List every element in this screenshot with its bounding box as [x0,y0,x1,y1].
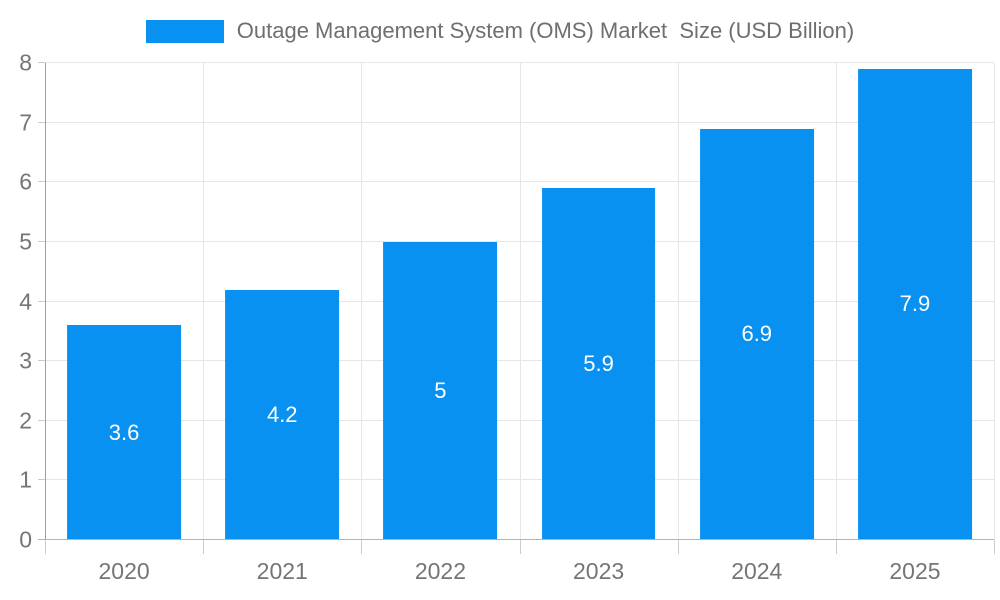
y-axis-label: 0 [19,526,32,553]
x-axis-label: 2024 [731,558,783,584]
y-tick [38,121,45,123]
y-axis-label: 8 [19,49,32,76]
y-tick [38,240,45,242]
x-axis-label: 2022 [414,558,467,584]
y-tick [38,62,45,63]
y-axis-label: 7 [19,109,32,136]
y-axis-line [45,63,46,540]
y-tick [38,300,45,302]
x-tick [361,540,363,554]
y-tick [38,360,45,362]
x-axis-labels: 2020 2021 2022 2023 2024 2025 [45,558,994,585]
legend-swatch [145,19,224,43]
y-tick [38,419,45,421]
y-axis-label: 3 [19,347,32,374]
y-axis-label: 6 [19,168,32,195]
gridline-v [677,63,679,540]
bar-value-label: 7.9 [899,291,931,317]
gridline-v [361,63,363,540]
bar-value-label: 3.6 [108,419,140,445]
bar[interactable]: 5 [383,241,498,540]
x-axis-label: 2020 [98,558,150,584]
y-tick [38,181,45,183]
y-tick [38,479,45,481]
bar[interactable]: 5.9 [541,188,656,540]
bar-value-label: 4.2 [266,401,298,427]
bar[interactable]: 7.9 [857,68,972,540]
bar-value-label: 5.9 [583,351,614,377]
plot-area: 3.6 4.2 5 5.9 6.9 7.9 [38,62,995,554]
x-tick [45,540,46,554]
x-tick [994,540,995,554]
x-axis-label: 2025 [889,558,941,584]
x-axis-line [38,539,994,540]
gridline-v [994,63,995,540]
gridline-v [203,63,205,540]
y-axis-label: 2 [19,407,32,434]
chart-legend-item[interactable]: Outage Management System (OMS) Market Si… [0,18,1000,44]
legend-label: Outage Management System (OMS) Market Si… [236,18,855,43]
x-axis-label: 2021 [256,558,308,584]
bar-value-label: 5 [434,377,447,403]
bar-value-label: 6.9 [741,321,773,347]
x-axis-label: 2023 [573,558,625,584]
x-tick [519,540,521,554]
y-axis-label: 5 [19,228,32,255]
x-tick [203,540,205,554]
bar[interactable]: 3.6 [67,325,182,540]
y-axis-label: 4 [19,288,32,314]
gridline-h [45,62,994,63]
bar[interactable]: 6.9 [699,128,814,540]
y-axis-labels: 0 1 2 3 4 5 6 7 8 [0,51,32,551]
y-axis-label: 1 [19,466,32,493]
gridline-v [835,63,837,540]
x-tick [677,540,679,554]
gridline-v [519,63,521,540]
x-tick [835,540,837,554]
bar[interactable]: 4.2 [225,289,340,540]
